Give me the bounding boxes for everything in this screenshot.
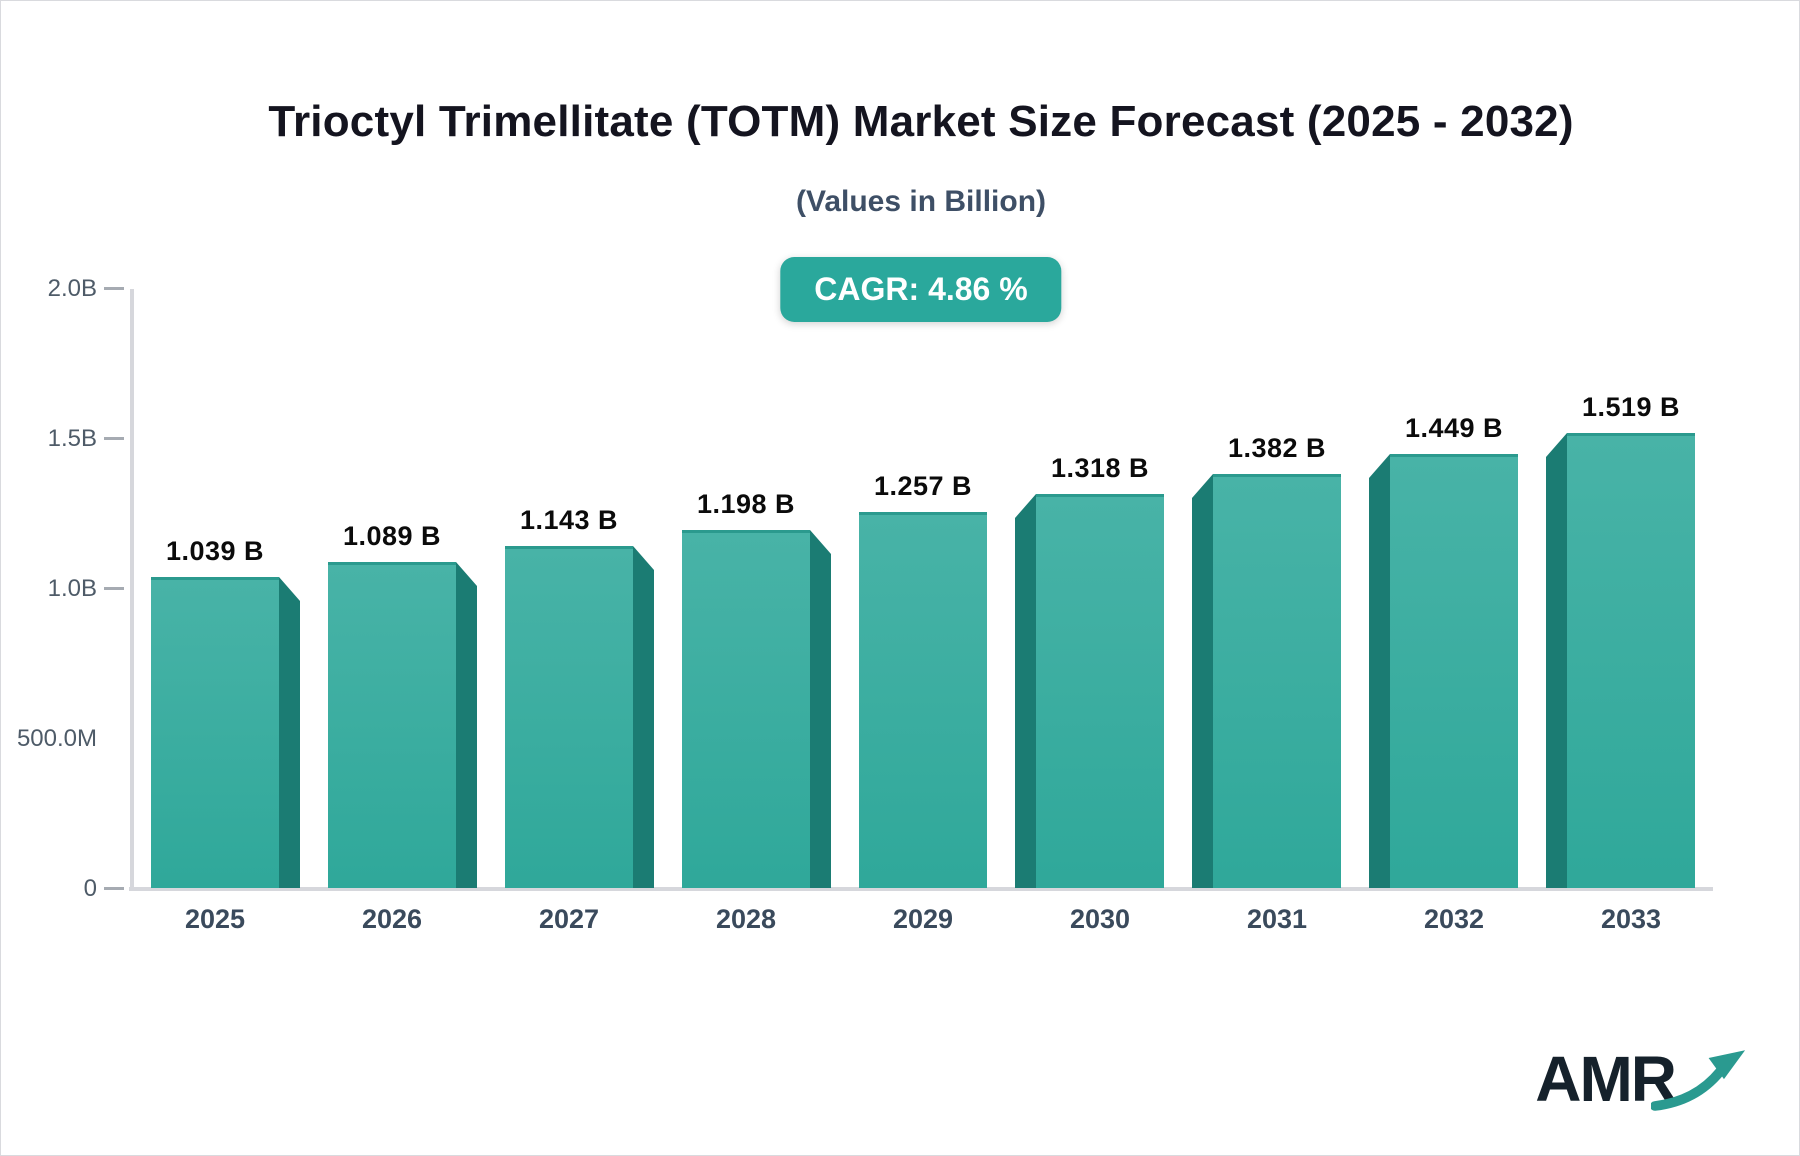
- y-tick-label: 2.0B: [47, 275, 97, 302]
- bar-2032[interactable]: [1369, 454, 1518, 888]
- bar-side-face: [1546, 433, 1567, 888]
- bar-side-face: [1192, 474, 1213, 888]
- bar-2031[interactable]: [1192, 474, 1341, 888]
- cagr-badge: CAGR: 4.86 %: [780, 257, 1062, 322]
- bar-front-face: [1390, 454, 1518, 888]
- bar-value-label: 1.449 B: [1404, 413, 1504, 443]
- bar-value-label: 1.519 B: [1581, 392, 1681, 422]
- y-tick-label: 500.0M: [16, 725, 97, 752]
- bar-2030[interactable]: [1015, 494, 1164, 888]
- bar-2029[interactable]: [859, 512, 987, 888]
- y-tick-dash: [104, 437, 124, 440]
- bar-2025[interactable]: [151, 577, 300, 888]
- bar-value-label: 1.318 B: [1050, 453, 1150, 483]
- bar-value-label: 1.143 B: [519, 505, 619, 535]
- x-axis-label-2027: 2027: [538, 904, 600, 934]
- x-axis-label-2026: 2026: [361, 904, 423, 934]
- bar-side-face: [279, 577, 300, 888]
- bar-side-face: [1015, 494, 1036, 888]
- x-axis-label-2030: 2030: [1069, 904, 1131, 934]
- bar-side-face: [1369, 454, 1390, 888]
- y-tick-dash: [104, 287, 124, 290]
- chart-title: Trioctyl Trimellitate (TOTM) Market Size…: [268, 97, 1574, 146]
- bar-front-face: [505, 546, 633, 888]
- y-axis-line: [130, 289, 134, 889]
- bar-side-face: [456, 562, 477, 888]
- bar-2033[interactable]: [1546, 433, 1695, 888]
- bar-value-label: 1.039 B: [165, 536, 265, 566]
- bar-front-face: [328, 562, 456, 888]
- bar-2026[interactable]: [328, 562, 477, 888]
- x-axis-label-2028: 2028: [715, 904, 777, 934]
- bar-value-label: 1.382 B: [1227, 433, 1327, 463]
- x-axis-label-2029: 2029: [892, 904, 954, 934]
- bar-2028[interactable]: [682, 530, 831, 888]
- x-axis-line: [129, 887, 1713, 891]
- x-axis-label-2031: 2031: [1246, 904, 1308, 934]
- bar-front-face: [1567, 433, 1695, 888]
- x-axis-label-2032: 2032: [1423, 904, 1485, 934]
- bar-side-face: [810, 530, 831, 888]
- bar-front-face: [1036, 494, 1164, 888]
- y-tick-dash: [104, 587, 124, 590]
- bar-side-face: [633, 546, 654, 888]
- bar-front-face: [682, 530, 810, 888]
- bar-front-face: [1213, 474, 1341, 888]
- x-axis-label-2033: 2033: [1600, 904, 1662, 934]
- bar-front-face: [151, 577, 279, 888]
- y-tick-label: 1.0B: [47, 575, 97, 602]
- bar-value-label: 1.198 B: [696, 489, 796, 519]
- bar-value-label: 1.257 B: [873, 471, 973, 501]
- chart-subtitle: (Values in Billion): [795, 185, 1047, 218]
- amr-logo: AMR: [1535, 1047, 1747, 1111]
- amr-logo-text: AMR: [1535, 1043, 1677, 1115]
- growth-arrow-icon: [1651, 1050, 1746, 1111]
- bar-front-face: [859, 512, 987, 888]
- y-tick-label: 1.5B: [47, 425, 97, 452]
- bar-2027[interactable]: [505, 546, 654, 888]
- x-axis-label-2025: 2025: [184, 904, 246, 934]
- y-tick-dash: [104, 887, 124, 890]
- y-tick-label: 0: [83, 875, 97, 902]
- bar-value-label: 1.089 B: [342, 521, 442, 551]
